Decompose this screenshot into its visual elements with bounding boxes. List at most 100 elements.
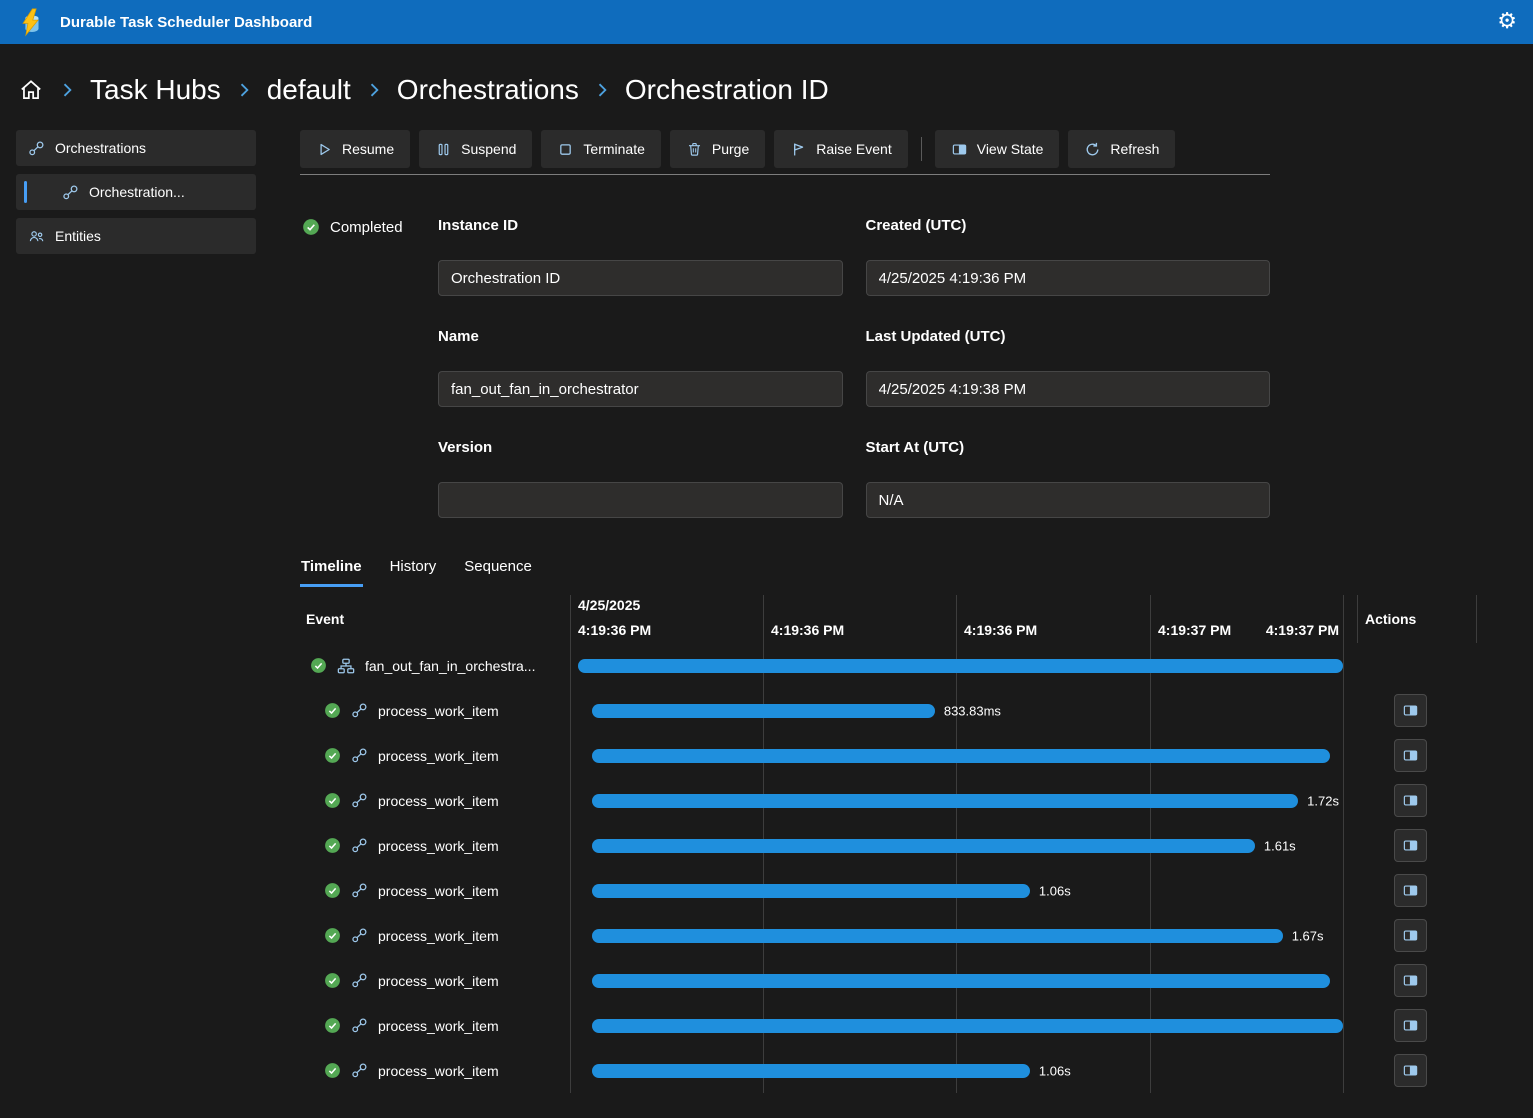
duration-label: 833.83ms	[943, 703, 1001, 718]
axis-tick: 4:19:37 PM	[1158, 622, 1232, 638]
sidebar-item-orchestration-instance[interactable]: Orchestration...	[16, 174, 256, 210]
timeline-bar-cell	[570, 958, 1343, 1003]
event-cell: process_work_item	[300, 882, 570, 899]
home-icon[interactable]	[18, 77, 44, 103]
event-name: process_work_item	[378, 972, 499, 989]
flag-icon	[790, 141, 807, 158]
view-state-icon	[951, 141, 968, 158]
duration-label: 1.06s	[1038, 1063, 1071, 1078]
task-scheduler-logo-icon	[16, 7, 46, 37]
last-updated-input[interactable]	[865, 371, 1270, 407]
timeline-bar-cell: 1.61s	[570, 823, 1343, 868]
chevron-right-icon	[57, 80, 77, 100]
event-name: process_work_item	[378, 792, 499, 809]
toolbar-divider	[920, 137, 922, 161]
name-input[interactable]	[438, 371, 843, 407]
view-state-button[interactable]	[1393, 1009, 1427, 1042]
view-state-button[interactable]	[1393, 964, 1427, 997]
button-label: Refresh	[1110, 141, 1160, 157]
suspend-button[interactable]: Suspend	[419, 130, 533, 168]
link-icon	[62, 184, 79, 201]
duration-label: 1.61s	[1263, 838, 1296, 853]
sidebar-item-label: Orchestrations	[55, 140, 147, 156]
refresh-button[interactable]: Refresh	[1068, 130, 1176, 168]
start-at-input[interactable]	[865, 482, 1270, 518]
completed-check-icon	[324, 927, 341, 944]
view-state-button[interactable]	[1393, 739, 1427, 772]
refresh-icon	[1084, 141, 1101, 158]
duration-bar	[577, 658, 1343, 673]
terminate-button[interactable]: Terminate	[541, 130, 661, 168]
header-divider	[1357, 595, 1358, 643]
chevron-right-icon	[592, 80, 612, 100]
sidebar-item-entities[interactable]: Entities	[16, 218, 256, 254]
duration-label: 1.72s	[1307, 793, 1339, 808]
sidebar-item-orchestrations[interactable]: Orchestrations	[16, 130, 256, 166]
created-input[interactable]	[865, 260, 1270, 296]
details-fields: Instance ID Created (UTC) Name Last Upda…	[438, 217, 1270, 550]
event-name: process_work_item	[378, 837, 499, 854]
purge-button[interactable]: Purge	[669, 130, 766, 168]
view-state-button[interactable]	[1393, 829, 1427, 862]
duration-bar	[591, 973, 1330, 988]
activity-link-icon	[351, 837, 368, 854]
field-label: Instance ID	[438, 217, 519, 234]
timeline-bar-cell: 833.83ms	[570, 688, 1343, 733]
event-cell: process_work_item	[300, 837, 570, 854]
button-label: Raise Event	[816, 141, 892, 157]
resume-button[interactable]: Resume	[300, 130, 411, 168]
sidebar-item-label: Orchestration...	[89, 184, 185, 200]
version-field: Version	[438, 439, 843, 518]
instance-id-input[interactable]	[438, 260, 843, 296]
timeline-row: process_work_item 1.72s	[300, 778, 1477, 823]
view-state-button[interactable]	[1393, 874, 1427, 907]
breadcrumb-orchestrations[interactable]: Orchestrations	[396, 74, 579, 105]
timeline-bar-cell	[570, 1003, 1343, 1048]
view-state-button[interactable]: View State	[934, 130, 1060, 168]
activity-link-icon	[351, 747, 368, 764]
completed-check-icon	[324, 1062, 341, 1079]
row-actions	[1343, 1054, 1477, 1087]
field-label: Start At (UTC)	[865, 439, 965, 456]
raise-event-button[interactable]: Raise Event	[774, 130, 908, 168]
stop-icon	[557, 141, 574, 158]
sidebar: Orchestrations Orchestration...	[16, 130, 256, 254]
duration-bar	[591, 1063, 1030, 1078]
row-actions	[1343, 874, 1477, 907]
axis-tick-date: 4/25/2025	[578, 597, 641, 613]
duration-bar	[591, 928, 1283, 943]
row-actions	[1343, 964, 1477, 997]
timeline-row: process_work_item 833.83ms	[300, 688, 1477, 733]
breadcrumb-default[interactable]: default	[266, 74, 351, 105]
gear-icon[interactable]: ⚙	[1497, 9, 1517, 34]
header-divider	[1476, 595, 1477, 643]
completed-check-icon	[324, 702, 341, 719]
event-cell: process_work_item	[300, 792, 570, 809]
time-axis: 4/25/2025 4:19:36 PM 4:19:36 PM 4:19:36 …	[570, 595, 1343, 643]
activity-link-icon	[351, 1017, 368, 1034]
activity-link-icon	[351, 972, 368, 989]
event-column-header: Event	[306, 611, 345, 627]
breadcrumb-task-hubs[interactable]: Task Hubs	[90, 74, 221, 105]
activity-link-icon	[351, 702, 368, 719]
row-actions	[1343, 1009, 1477, 1042]
tab-timeline[interactable]: Timeline	[300, 558, 363, 587]
version-input[interactable]	[438, 482, 843, 518]
view-state-button[interactable]	[1393, 694, 1427, 727]
tab-history[interactable]: History	[389, 558, 438, 587]
button-label: Purge	[711, 141, 750, 157]
view-state-button[interactable]	[1393, 919, 1427, 952]
event-name: fan_out_fan_in_orchestra...	[365, 657, 536, 674]
axis-tick: 4:19:36 PM	[964, 622, 1038, 638]
orchestration-details: Completed Instance ID Created (UTC) Name…	[300, 217, 1270, 550]
orchestration-toolbar: Resume Suspend Terminate	[300, 130, 1270, 175]
people-icon	[28, 228, 45, 245]
tab-sequence[interactable]: Sequence	[463, 558, 533, 587]
view-state-button[interactable]	[1393, 784, 1427, 817]
completed-check-icon	[324, 747, 341, 764]
view-state-button[interactable]	[1393, 1054, 1427, 1087]
duration-bar	[591, 793, 1299, 808]
field-label: Last Updated (UTC)	[865, 328, 1006, 345]
duration-bar	[591, 838, 1255, 853]
activity-link-icon	[351, 1062, 368, 1079]
